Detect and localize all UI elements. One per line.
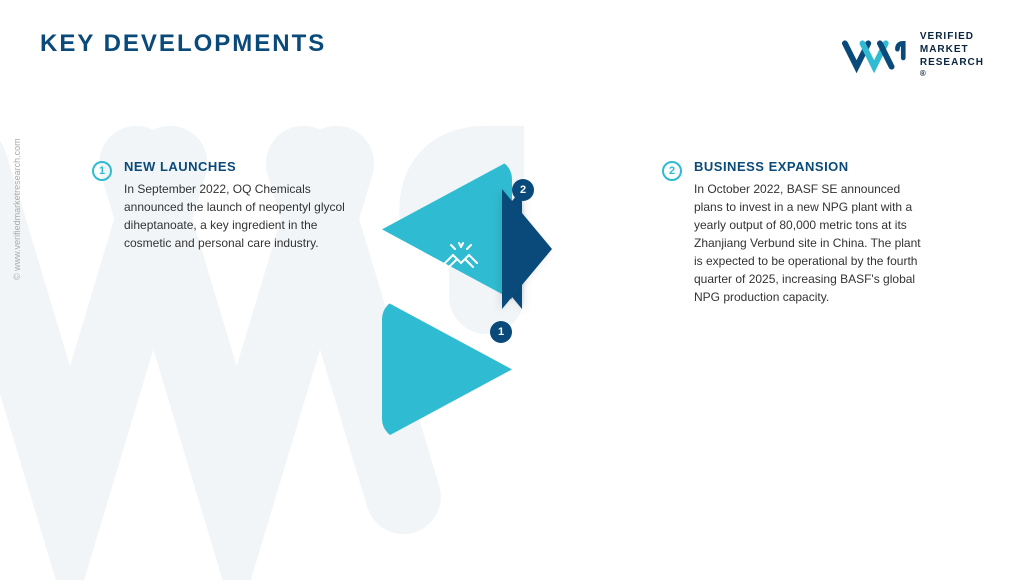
item-title: NEW LAUNCHES: [124, 159, 362, 174]
header: KEY DEVELOPMENTS VERIFIED MARKET RESEARC…: [0, 0, 1024, 99]
handshake-icon: [437, 235, 485, 283]
item-title: BUSINESS EXPANSION: [694, 159, 932, 174]
development-item-1: 1 NEW LAUNCHES In September 2022, OQ Che…: [92, 159, 362, 252]
team-gear-icon: [539, 235, 587, 283]
logo-text: VERIFIED MARKET RESEARCH®: [920, 30, 984, 79]
main-content: 1 NEW LAUNCHES In September 2022, OQ Che…: [0, 99, 1024, 379]
item-number-badge: 2: [662, 161, 682, 181]
item-body: In October 2022, BASF SE announced plans…: [694, 180, 932, 306]
center-graphic: 1 2: [382, 159, 642, 379]
brand-logo: VERIFIED MARKET RESEARCH®: [842, 30, 984, 79]
page-title: KEY DEVELOPMENTS: [40, 30, 326, 58]
item-body: In September 2022, OQ Chemicals announce…: [124, 180, 362, 252]
shape-number-badge-1: 1: [490, 321, 512, 343]
development-item-2: 2 BUSINESS EXPANSION In October 2022, BA…: [662, 159, 932, 306]
item-number-badge: 1: [92, 161, 112, 181]
logo-mark-icon: [842, 35, 912, 75]
